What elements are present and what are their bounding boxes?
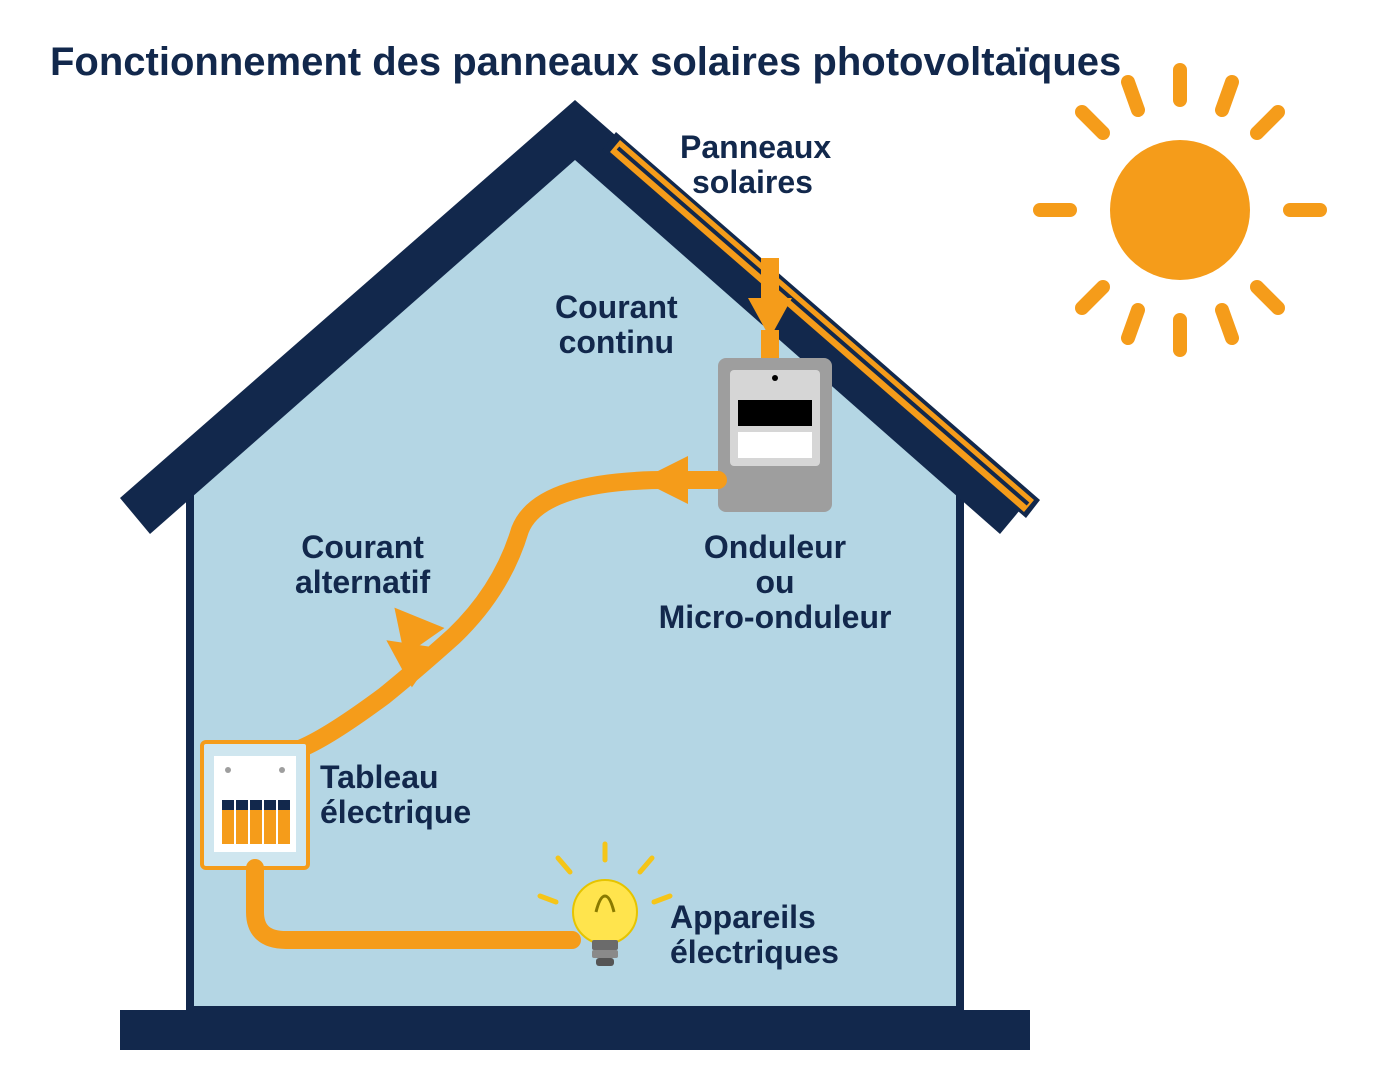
label-appliances-l2: électriques xyxy=(670,934,839,970)
label-inverter-l3: Micro-onduleur xyxy=(659,599,892,635)
diagram-canvas: Fonctionnement des panneaux solaires pho… xyxy=(0,0,1383,1080)
inverter-box xyxy=(718,358,832,512)
sun-icon xyxy=(1040,70,1320,350)
label-dc-l2: continu xyxy=(559,324,675,360)
label-dc: Courant continu xyxy=(555,290,678,360)
label-panels-l1: Panneaux xyxy=(680,129,831,165)
label-inverter-l1: Onduleur xyxy=(704,529,846,565)
label-ac-l2: alternatif xyxy=(295,564,430,600)
ground-slab xyxy=(120,1010,1030,1050)
label-ac: Courant alternatif xyxy=(295,530,430,600)
label-panels-l2: solaires xyxy=(680,164,813,200)
label-appliances-l1: Appareils xyxy=(670,899,816,935)
label-panel-box-l1: Tableau xyxy=(320,759,439,795)
electrical-panel-box xyxy=(202,742,308,868)
label-ac-l1: Courant xyxy=(301,529,424,565)
label-panel-box: Tableau électrique xyxy=(320,760,471,830)
label-appliances: Appareils électriques xyxy=(670,900,839,970)
label-inverter-l2: ou xyxy=(755,564,794,600)
label-dc-l1: Courant xyxy=(555,289,678,325)
label-inverter: Onduleur ou Micro-onduleur xyxy=(630,530,920,636)
label-panel-box-l2: électrique xyxy=(320,794,471,830)
label-panels: Panneaux solaires xyxy=(680,130,831,200)
